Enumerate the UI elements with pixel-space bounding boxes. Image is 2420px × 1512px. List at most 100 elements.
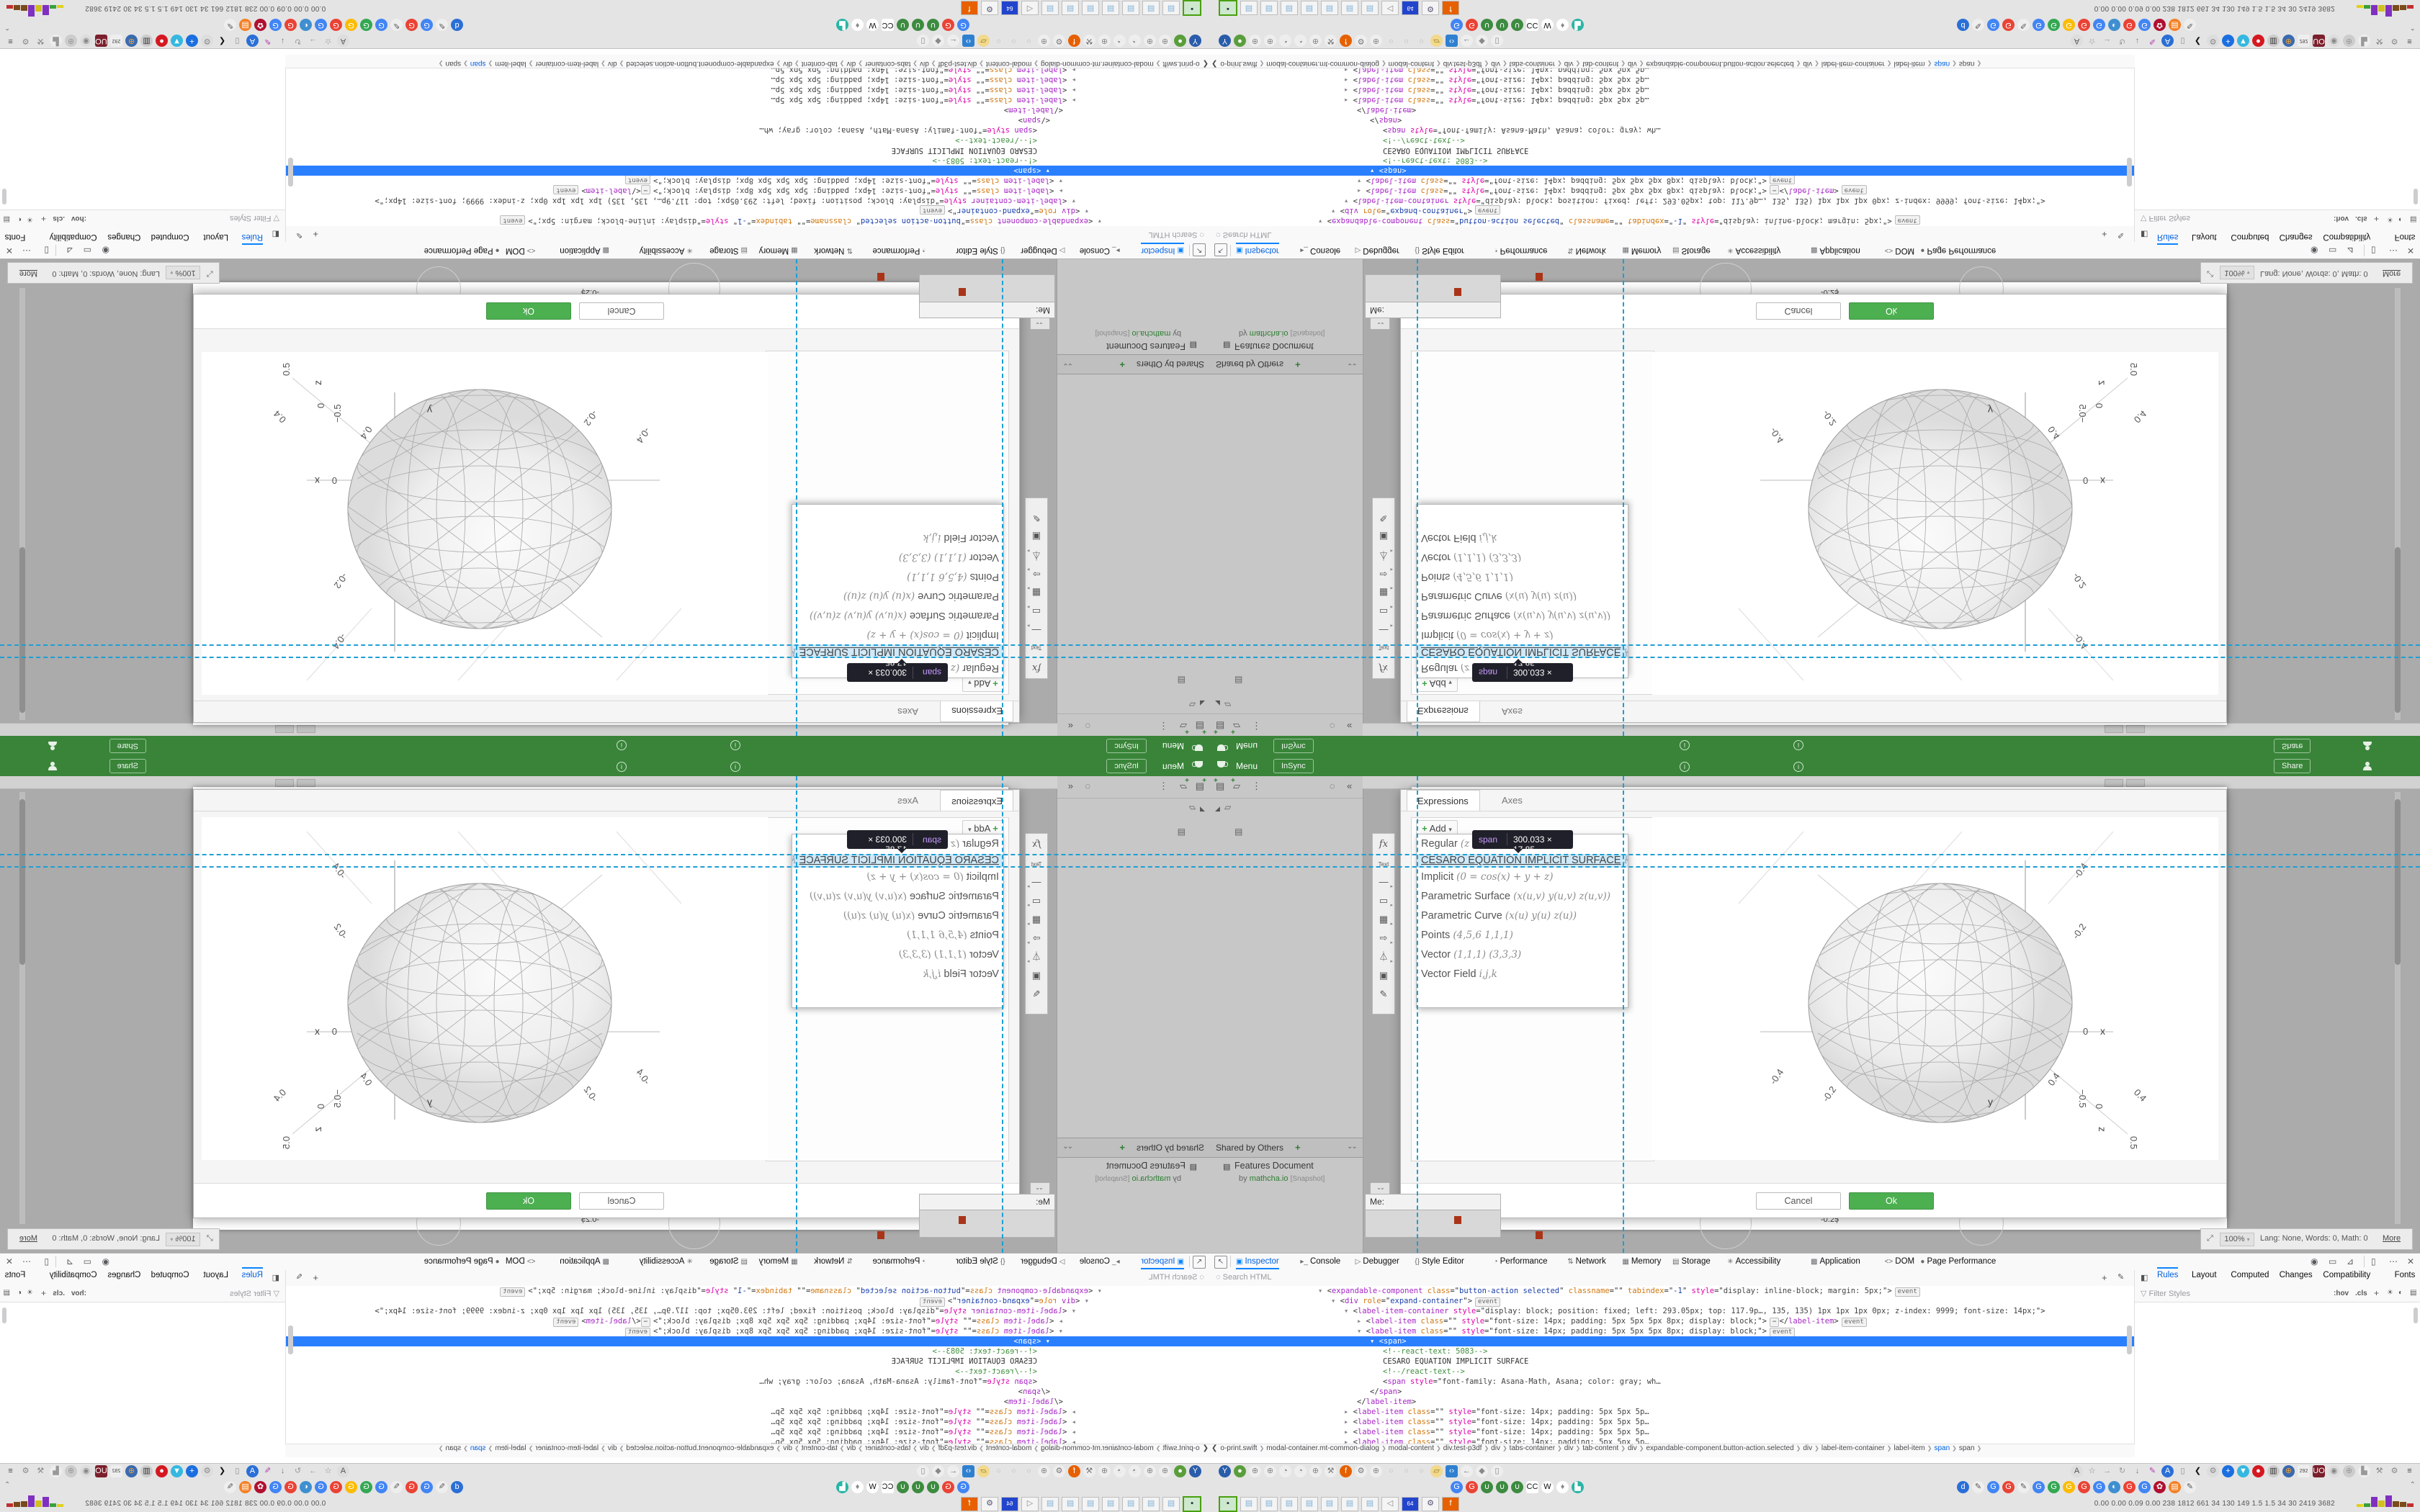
taskbar-window-button-notepad-window[interactable]: ▤ <box>1240 1 1258 15</box>
screenshot-icon[interactable]: ◉ <box>102 246 109 256</box>
folder-icon[interactable]: ▱ <box>1224 700 1232 710</box>
pen-favicon[interactable]: ✎ <box>436 1481 448 1493</box>
rules-tab-changes[interactable]: Changes <box>107 233 141 241</box>
rules-tab-changes[interactable]: Changes <box>107 1271 141 1279</box>
mouse-icon[interactable]: ▯ <box>235 1467 240 1475</box>
breadcrumb-item[interactable]: span <box>1958 60 1975 68</box>
breadcrumb-item[interactable]: o-print.swift <box>1220 1444 1258 1452</box>
breadcrumb-item[interactable]: div.test-p3df <box>1443 1444 1482 1452</box>
add-shared-icon[interactable]: + <box>1119 359 1125 370</box>
star-icon[interactable]: ☆ <box>324 37 332 45</box>
html-line[interactable]: ▾ <div role="expand-container">event <box>1210 205 2134 216</box>
google-favicon[interactable]: G <box>421 19 433 31</box>
eyedropper-icon[interactable]: ✎ <box>2118 1273 2125 1282</box>
devtools-tab-memory[interactable]: ▦Memory <box>758 246 798 255</box>
tree-expand-icon[interactable]: ◢ <box>1200 700 1205 707</box>
globe-icon[interactable]: ⊕ <box>1309 35 1322 47</box>
breadcrumb-item[interactable]: tab-content <box>801 1444 838 1452</box>
responsive-mode-icon[interactable]: ▯ <box>44 1256 49 1266</box>
shield-gray-icon[interactable]: ◉ <box>2328 35 2340 47</box>
translate-icon[interactable]: A <box>337 35 349 47</box>
gauge-icon[interactable]: ◔ <box>1294 1465 1307 1477</box>
badge-292-icon[interactable]: 292 <box>2298 1465 2310 1477</box>
menu-button[interactable]: Menu <box>1162 741 1184 751</box>
google-favicon[interactable]: G <box>2123 19 2136 31</box>
puzzle-teal-favicon[interactable]: ▙ <box>836 1481 848 1493</box>
dropdown-item-selected[interactable]: CESARO EQUATION IMPLICIT SURFACE K = F′(… <box>1417 854 1628 868</box>
breadcrumb-item[interactable]: div <box>1628 60 1637 68</box>
globe-icon[interactable]: ⊕ <box>1264 35 1276 47</box>
breadcrumb-item[interactable]: label-item <box>495 60 526 68</box>
eyedropper-icon[interactable]: ✎ <box>2118 230 2125 239</box>
html-line[interactable]: </span> <box>1018 1387 1050 1396</box>
close-devtools-icon[interactable]: ✕ <box>2407 246 2415 256</box>
menu-button[interactable]: Menu <box>1236 761 1258 771</box>
taskbar-window-button-notepad-window[interactable]: ▤ <box>1102 1 1119 15</box>
tray-collapse-icon[interactable]: ⌃ <box>2409 23 2416 31</box>
rulers-icon[interactable]: ▭ <box>2329 246 2337 256</box>
html-line[interactable]: </label-item> <box>1357 1398 1417 1406</box>
pen-icon[interactable]: ✎ <box>264 1467 272 1475</box>
gauge-icon[interactable]: ◔ <box>1129 35 1141 47</box>
html-line[interactable]: </label-item> <box>1357 106 1417 114</box>
section-collapse-icon[interactable]: ⌄⌄ <box>1064 361 1073 369</box>
back-black-icon[interactable]: ❮ <box>218 37 226 45</box>
html-line[interactable]: ▸ <label-item class="" style="font-size:… <box>771 86 1076 94</box>
shield-gray-icon[interactable]: ◉ <box>80 1465 92 1477</box>
stackoverflow-favicon[interactable]: ▤ <box>2169 19 2181 31</box>
plus-blue-icon[interactable]: + <box>2222 35 2234 47</box>
taskbar-window-button-speaker-window[interactable]: ◁ <box>1021 1497 1039 1511</box>
google-favicon[interactable]: G <box>284 1481 297 1493</box>
text-tool[interactable]: Text <box>1378 644 1389 651</box>
chat-attachment-icon[interactable] <box>1454 1216 1461 1224</box>
devtools-tab-network[interactable]: ⇅Network <box>814 246 853 255</box>
kebab-menu-icon[interactable]: ⋮ <box>1252 721 1261 732</box>
author-link[interactable]: mathcha.io <box>1131 329 1171 338</box>
sidebar-toggle-icon[interactable]: ◧ <box>272 1274 279 1282</box>
rules-tab-computed[interactable]: Computed <box>2231 1271 2269 1279</box>
globe-gray-icon[interactable]: ⊕ <box>2343 35 2355 47</box>
html-line[interactable]: ▸ <label-item class="" style="font-size:… <box>1344 1418 1649 1426</box>
html-line[interactable]: <span style="font-family: Asana-Math, As… <box>759 1377 1037 1386</box>
breadcrumb-item[interactable]: div.test-p3df <box>938 60 977 68</box>
dropdown-item[interactable]: Vector (1,1,1) (3,3,3) <box>1421 949 1522 960</box>
tab-axes[interactable]: Axes <box>897 795 918 806</box>
lock-icon[interactable]: ▯ <box>1491 35 1503 47</box>
new-folder-icon[interactable]: ▱ <box>1231 777 1240 792</box>
html-line[interactable]: CESARO EQUATION IMPLICIT SURFACE <box>891 1357 1037 1366</box>
rulers-icon[interactable]: ▭ <box>83 1256 91 1266</box>
taskbar-window-button-floppy64-window[interactable]: 64 <box>1001 1 1018 15</box>
wrench-icon[interactable]: ⚒ <box>1083 1465 1095 1477</box>
folder-icon[interactable]: ▱ <box>1224 802 1232 812</box>
devtools-tab-style-editor[interactable]: {}Style Editor <box>956 246 1005 255</box>
devtools-tab-memory[interactable]: ▦Memory <box>1622 246 1662 255</box>
info-icon[interactable]: i <box>1680 740 1690 750</box>
google-favicon[interactable]: G <box>1466 1481 1478 1493</box>
search-icon[interactable]: ◌ <box>1085 721 1090 732</box>
html-line[interactable]: <span style="font-family: Asana-Math, As… <box>759 126 1037 135</box>
breadcrumb-item[interactable]: div <box>1628 1444 1637 1452</box>
a-blue-icon[interactable]: A <box>2161 35 2174 47</box>
rulers-icon[interactable]: ▭ <box>83 246 91 256</box>
folder-icon[interactable]: ▱ <box>1188 802 1196 812</box>
taskbar-window-button-firefox-window[interactable]: f <box>961 1497 978 1511</box>
google-favicon[interactable]: G <box>345 19 357 31</box>
dropdown-item[interactable]: Implicit (0 = cos(x) + y + z) <box>866 629 999 641</box>
dropdown-item[interactable]: Parametric Surface (x(u,v) y(u,v) z(u,v)… <box>809 610 999 621</box>
faint-icon[interactable]: ○ <box>996 1467 1001 1475</box>
green-app-icon[interactable]: ● <box>1234 35 1246 47</box>
globe-icon[interactable]: ⊕ <box>1159 1465 1171 1477</box>
html-line[interactable]: ▸ <label-item class="" style="font-size:… <box>1344 1408 1649 1416</box>
dropdown-item[interactable]: Vector Field i,j,k <box>1421 968 1497 980</box>
rose-favicon[interactable]: ✿ <box>2154 19 2166 31</box>
google-favicon[interactable]: G <box>375 19 387 31</box>
reload-icon[interactable]: ↻ <box>294 1467 302 1475</box>
globe-gray-icon[interactable]: ⊕ <box>65 1465 77 1477</box>
rules-tab-fonts[interactable]: Fonts <box>4 1271 26 1279</box>
google-favicon[interactable]: G <box>375 1481 387 1493</box>
globe-orange-icon[interactable]: ⊕ <box>2282 35 2295 47</box>
breadcrumb-item[interactable]: span <box>1958 1444 1975 1452</box>
google-favicon[interactable]: G <box>284 19 297 31</box>
text-tool[interactable]: Text <box>1031 861 1042 868</box>
google-favicon[interactable]: G <box>405 19 418 31</box>
